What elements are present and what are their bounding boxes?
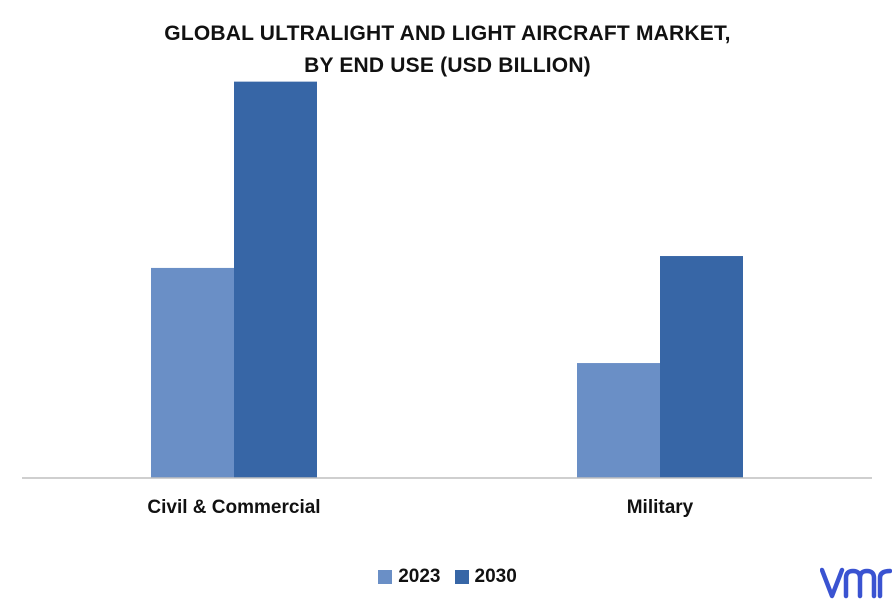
legend-label-2030: 2030 [474, 566, 517, 587]
bar-civil-commercial-2023 [151, 267, 234, 478]
x-tick-label-civil-commercial: Civil & Commercial [147, 497, 320, 518]
chart-title: GLOBAL ULTRALIGHT AND LIGHT AIRCRAFT MAR… [0, 18, 895, 82]
legend-item-2023: 2023 [378, 566, 441, 588]
legend: 2023 2030 [0, 566, 895, 588]
legend-swatch-2023 [378, 570, 393, 584]
bar-military-2030 [660, 256, 743, 478]
bars-group [151, 81, 743, 479]
chart-title-line-1: GLOBAL ULTRALIGHT AND LIGHT AIRCRAFT MAR… [164, 22, 731, 45]
bar-civil-commercial-2030 [234, 81, 317, 479]
legend-label-2023: 2023 [398, 566, 441, 587]
chart-title-line-2: BY END USE (USD BILLION) [304, 54, 591, 77]
vmr-logo [820, 567, 892, 599]
x-tick-label-military: Military [627, 497, 694, 518]
x-tick-labels: Civil & Commercial Military [147, 497, 693, 518]
legend-swatch-2030 [454, 570, 469, 584]
legend-item-2030: 2030 [454, 566, 517, 588]
bar-military-2023 [577, 363, 660, 478]
